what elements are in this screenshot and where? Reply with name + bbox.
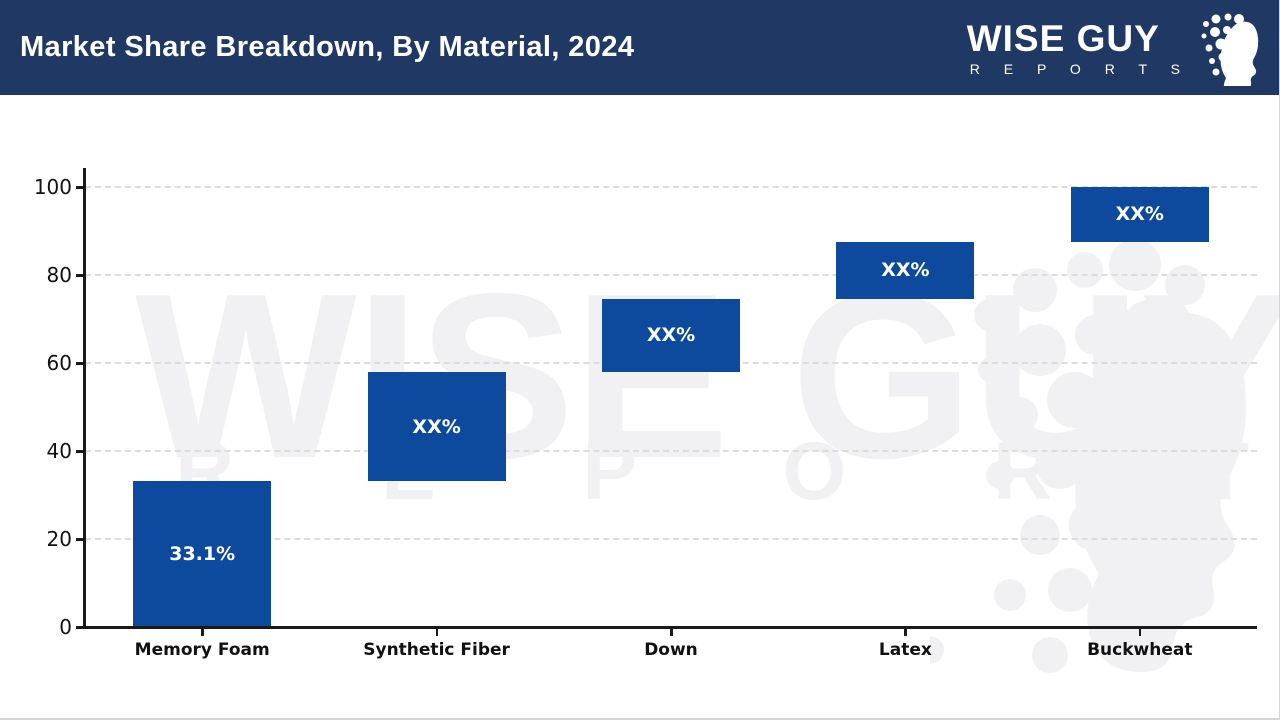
y-tick-40	[76, 450, 85, 453]
logo-wordmark: WISE GUY	[966, 17, 1160, 59]
brand-logo: WISE GUY R E P O R T S	[967, 10, 1262, 86]
header-banner: Market Share Breakdown, By Material, 202…	[0, 0, 1279, 95]
y-tick-80	[76, 274, 85, 277]
x-tick-label-synthetic-fiber: Synthetic Fiber	[363, 640, 510, 660]
bar-value-label-latex: XX%	[881, 259, 930, 282]
gridline-40	[85, 450, 1257, 452]
y-tick-label-60: 60	[46, 351, 72, 375]
y-tick-label-0: 0	[59, 615, 72, 639]
x-tick-memory-foam	[201, 629, 204, 636]
bar-memory-foam: 33.1%	[133, 481, 272, 627]
bar-buckwheat: XX%	[1070, 187, 1209, 242]
y-tick-label-100: 100	[33, 175, 72, 199]
bar-value-label-buckwheat: XX%	[1115, 203, 1164, 226]
gridline-20	[85, 538, 1257, 540]
y-tick-label-20: 20	[46, 527, 72, 551]
bar-value-label-down: XX%	[646, 324, 696, 347]
chart-title: Market Share Breakdown, By Material, 202…	[20, 31, 635, 63]
x-axis-line	[83, 626, 1257, 629]
gridline-80	[85, 274, 1257, 276]
bar-value-label-synthetic-fiber: XX%	[412, 415, 461, 438]
y-tick-100	[76, 186, 85, 189]
x-tick-buckwheat	[1138, 629, 1142, 636]
y-axis-line	[83, 168, 86, 629]
logo-face-icon	[1201, 13, 1259, 86]
x-tick-down	[670, 629, 673, 636]
bar-synthetic-fiber: XX%	[367, 372, 506, 482]
bar-down: XX%	[602, 298, 740, 373]
x-tick-latex	[904, 629, 907, 636]
y-tick-0	[76, 626, 85, 629]
x-tick-label-latex: Latex	[878, 640, 932, 660]
watermark-face-icon	[930, 239, 1247, 673]
bar-latex: XX%	[836, 241, 975, 299]
y-tick-60	[76, 362, 85, 365]
watermark: WISE GUY R E P O R T S	[0, 95, 1279, 718]
x-tick-label-memory-foam: Memory Foam	[134, 640, 270, 660]
bar-value-label-memory-foam: 33.1%	[169, 543, 236, 566]
x-tick-label-down: Down	[644, 640, 698, 660]
gridline-100	[85, 186, 1257, 188]
x-tick-synthetic-fiber	[435, 629, 439, 636]
x-tick-label-buckwheat: Buckwheat	[1087, 640, 1193, 660]
y-tick-label-40: 40	[46, 439, 72, 463]
logo-subtitle: R E P O R T S	[969, 60, 1190, 77]
y-tick-20	[76, 538, 85, 541]
y-tick-label-80: 80	[46, 263, 72, 287]
